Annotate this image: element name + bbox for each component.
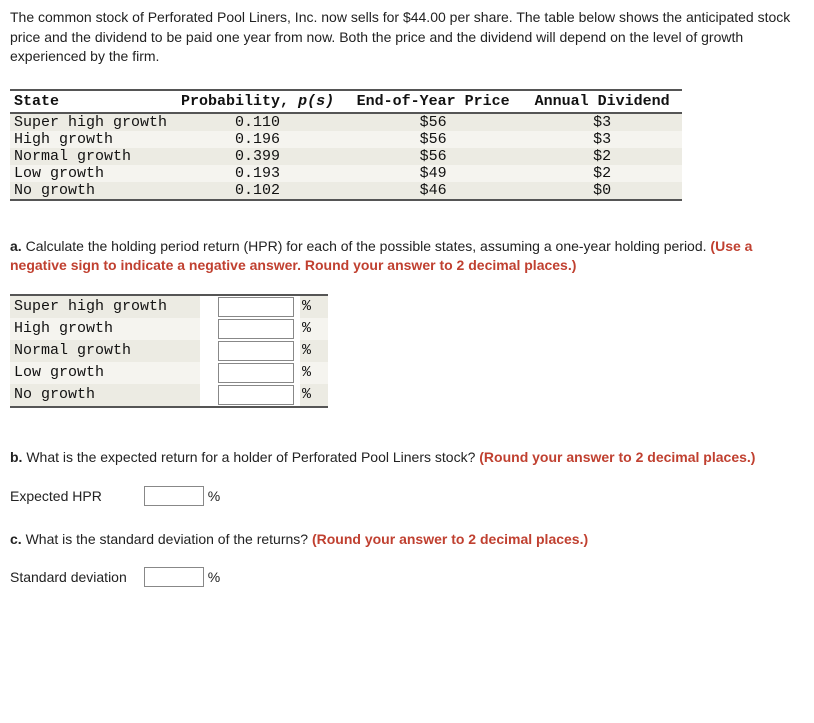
question-a-label: a. — [10, 238, 22, 254]
cell-state: No growth — [10, 182, 177, 200]
cell-prob: 0.102 — [177, 182, 344, 200]
question-b-label: b. — [10, 449, 22, 465]
cell-price: $46 — [344, 182, 528, 200]
scenario-data-table: State Probability, p(s) End-of-Year Pric… — [10, 89, 682, 201]
cell-prob: 0.399 — [177, 148, 344, 165]
table-row: Low growth 0.193 $49 $2 — [10, 165, 682, 182]
question-c-label: c. — [10, 531, 22, 547]
hpr-state: Normal growth — [10, 340, 200, 362]
question-b: b. What is the expected return for a hol… — [10, 448, 804, 468]
pct-label: % — [300, 295, 328, 318]
cell-state: Normal growth — [10, 148, 177, 165]
cell-state: Low growth — [10, 165, 177, 182]
hpr-row: High growth % — [10, 318, 328, 340]
cell-price: $56 — [344, 113, 528, 131]
stddev-row: Standard deviation % — [10, 567, 804, 587]
hpr-state: Super high growth — [10, 295, 200, 318]
question-c: c. What is the standard deviation of the… — [10, 530, 804, 550]
expected-hpr-input[interactable] — [144, 486, 204, 506]
pct-label: % — [300, 362, 328, 384]
cell-price: $56 — [344, 148, 528, 165]
hpr-input-none[interactable] — [218, 385, 294, 405]
pct-label: % — [300, 340, 328, 362]
hpr-input-normal[interactable] — [218, 341, 294, 361]
pct-label: % — [208, 488, 220, 504]
pct-label: % — [300, 318, 328, 340]
cell-price: $56 — [344, 131, 528, 148]
hpr-row: Super high growth % — [10, 295, 328, 318]
table-row: Normal growth 0.399 $56 $2 — [10, 148, 682, 165]
cell-prob: 0.193 — [177, 165, 344, 182]
hpr-state: High growth — [10, 318, 200, 340]
stddev-input[interactable] — [144, 567, 204, 587]
hpr-state: Low growth — [10, 362, 200, 384]
cell-price: $49 — [344, 165, 528, 182]
pct-label: % — [208, 569, 220, 585]
hpr-state: No growth — [10, 384, 200, 407]
stddev-label: Standard deviation — [10, 569, 140, 585]
question-a: a. Calculate the holding period return (… — [10, 237, 804, 276]
hpr-answer-table: Super high growth % High growth % Normal… — [10, 294, 328, 408]
table-row: Super high growth 0.110 $56 $3 — [10, 113, 682, 131]
expected-hpr-label: Expected HPR — [10, 488, 140, 504]
table-row: No growth 0.102 $46 $0 — [10, 182, 682, 200]
cell-prob: 0.110 — [177, 113, 344, 131]
hpr-row: Low growth % — [10, 362, 328, 384]
hpr-input-super-high[interactable] — [218, 297, 294, 317]
hpr-input-low[interactable] — [218, 363, 294, 383]
cell-div: $2 — [528, 148, 682, 165]
col-div-header: Annual Dividend — [528, 90, 682, 113]
pct-label: % — [300, 384, 328, 407]
cell-div: $2 — [528, 165, 682, 182]
problem-intro: The common stock of Perforated Pool Line… — [10, 8, 804, 67]
expected-hpr-row: Expected HPR % — [10, 486, 804, 506]
hpr-row: No growth % — [10, 384, 328, 407]
table-row: High growth 0.196 $56 $3 — [10, 131, 682, 148]
cell-div: $0 — [528, 182, 682, 200]
col-prob-header: Probability, p(s) — [177, 90, 344, 113]
cell-state: Super high growth — [10, 113, 177, 131]
cell-div: $3 — [528, 131, 682, 148]
hpr-input-high[interactable] — [218, 319, 294, 339]
cell-state: High growth — [10, 131, 177, 148]
col-state-header: State — [10, 90, 177, 113]
hpr-row: Normal growth % — [10, 340, 328, 362]
col-price-header: End-of-Year Price — [344, 90, 528, 113]
cell-div: $3 — [528, 113, 682, 131]
cell-prob: 0.196 — [177, 131, 344, 148]
